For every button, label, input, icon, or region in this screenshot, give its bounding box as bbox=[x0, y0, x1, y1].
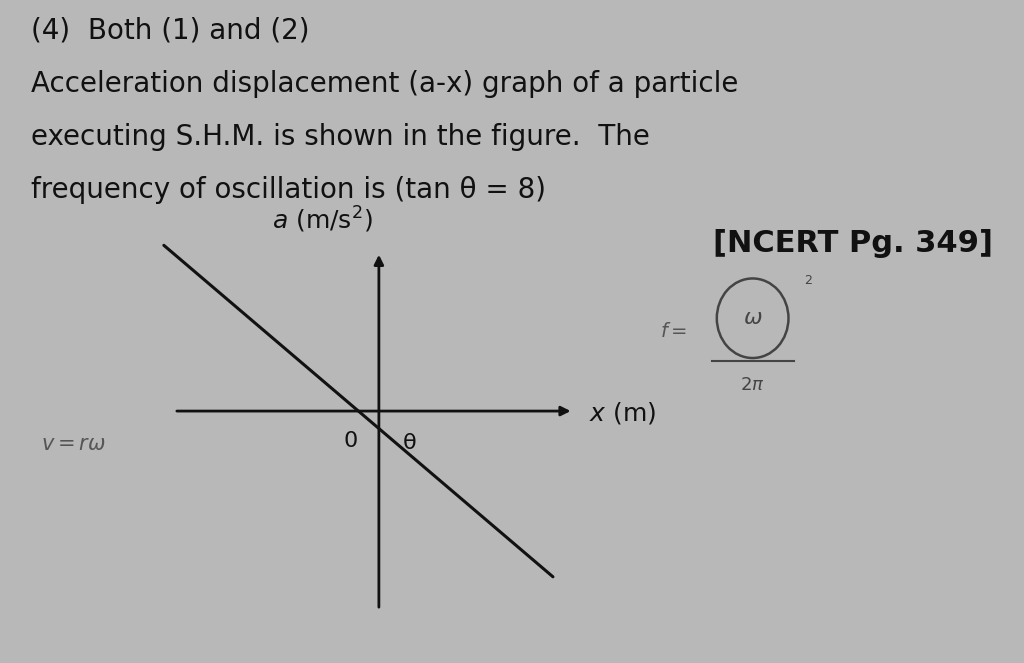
Text: executing S.H.M. is shown in the figure.  The: executing S.H.M. is shown in the figure.… bbox=[31, 123, 649, 151]
Text: $f=$: $f=$ bbox=[660, 322, 687, 341]
Text: $a\ (\mathrm{m/s^2})$: $a\ (\mathrm{m/s^2})$ bbox=[272, 205, 373, 235]
Text: θ: θ bbox=[402, 433, 417, 453]
Text: 0: 0 bbox=[343, 431, 357, 451]
Text: [NCERT Pg. 349]: [NCERT Pg. 349] bbox=[714, 229, 993, 258]
Text: (4)  Both (1) and (2): (4) Both (1) and (2) bbox=[31, 17, 309, 44]
Text: Acceleration displacement (a-x) graph of a particle: Acceleration displacement (a-x) graph of… bbox=[31, 70, 738, 97]
Text: $2\pi$: $2\pi$ bbox=[740, 375, 765, 394]
Text: $x\ \mathrm{(m)}$: $x\ \mathrm{(m)}$ bbox=[589, 400, 656, 426]
Text: $v = r\omega$: $v = r\omega$ bbox=[41, 434, 106, 454]
Text: frequency of oscillation is (tan θ = 8): frequency of oscillation is (tan θ = 8) bbox=[31, 176, 546, 204]
Text: $\omega$: $\omega$ bbox=[742, 308, 763, 328]
Text: $^2$: $^2$ bbox=[805, 276, 813, 294]
